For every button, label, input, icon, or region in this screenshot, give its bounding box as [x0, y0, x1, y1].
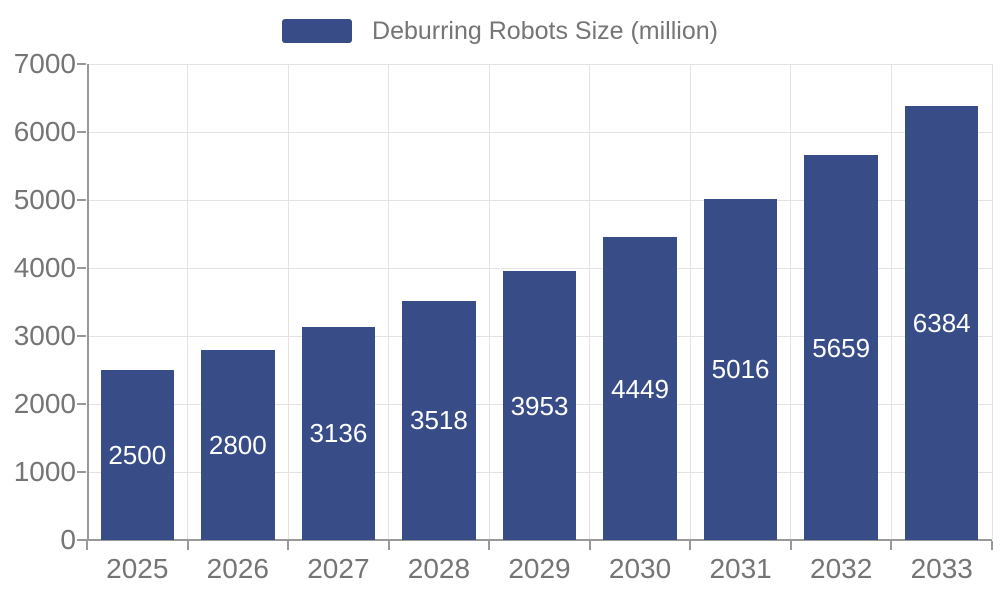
- y-axis-labels: 0 1000 2000 3000 4000 5000 6000 7000: [0, 50, 76, 554]
- x-tick-mark: [689, 541, 692, 550]
- x-tick-label: 2027: [307, 553, 370, 584]
- legend[interactable]: Deburring Robots Size (million): [0, 17, 1000, 45]
- legend-swatch: [282, 19, 353, 43]
- bar[interactable]: [603, 237, 677, 540]
- v-gridline: [388, 64, 390, 540]
- h-gridline: [87, 199, 992, 201]
- x-tick-mark: [86, 541, 88, 550]
- bar-value-label: 3518: [410, 405, 468, 436]
- bar-value-label: 3953: [510, 390, 569, 421]
- bar[interactable]: [201, 349, 275, 540]
- x-tick-mark: [387, 541, 390, 550]
- x-tick-mark: [186, 541, 189, 550]
- v-gridline: [689, 64, 691, 540]
- x-tick-mark: [890, 541, 893, 550]
- bar-value-label: 3136: [309, 418, 368, 449]
- legend-label: Deburring Robots Size (million): [372, 17, 718, 45]
- y-tick-label: 1000: [13, 456, 76, 487]
- v-gridline: [187, 64, 189, 540]
- x-tick-label: 2028: [407, 553, 471, 584]
- v-gridline: [991, 64, 993, 540]
- bar-value-label: 2800: [208, 429, 267, 460]
- v-gridline: [589, 64, 591, 540]
- x-tick-mark: [588, 541, 591, 550]
- bar-value-label: 5016: [711, 354, 770, 385]
- bar[interactable]: [402, 300, 476, 540]
- y-tick-label: 4000: [13, 252, 76, 283]
- y-tick-mark: [77, 403, 86, 405]
- y-tick-label: 0: [60, 524, 76, 555]
- bar[interactable]: [301, 326, 376, 540]
- h-gridline: [87, 63, 992, 65]
- y-tick-label: 2000: [13, 388, 76, 419]
- x-tick-label: 2031: [709, 553, 772, 584]
- y-tick-label: 5000: [13, 184, 76, 215]
- v-gridline: [790, 64, 792, 540]
- x-tick-mark: [991, 541, 993, 550]
- y-tick-label: 6000: [13, 116, 76, 147]
- plot-area: 2500 2800 3136 3518 3953 4449 5016 5659 6384: [77, 63, 993, 550]
- x-tick-mark: [287, 541, 290, 550]
- x-axis-labels: 2025 2026 2027 2028 2029 2030 2031 2032 2033: [87, 554, 992, 588]
- y-axis-line: [87, 64, 89, 540]
- y-tick-mark: [77, 63, 86, 65]
- x-tick-mark: [488, 541, 491, 550]
- v-gridline: [488, 64, 490, 540]
- y-tick-mark: [77, 131, 86, 133]
- bar-value-label: 2500: [108, 440, 167, 470]
- x-tick-label: 2030: [608, 553, 672, 584]
- v-gridline: [287, 64, 289, 540]
- h-gridline: [87, 131, 992, 133]
- bar[interactable]: [100, 370, 174, 540]
- x-tick-mark: [789, 541, 792, 550]
- y-tick-mark: [77, 335, 86, 337]
- x-axis-line: [77, 539, 992, 541]
- bar[interactable]: [804, 155, 878, 540]
- x-tick-label: 2029: [508, 553, 571, 584]
- bar-value-label: 4449: [611, 373, 669, 404]
- bar-value-label: 5659: [812, 332, 871, 363]
- bar[interactable]: [703, 198, 778, 540]
- x-tick-label: 2032: [810, 553, 873, 584]
- bar[interactable]: [502, 271, 577, 540]
- v-gridline: [890, 64, 892, 540]
- bar-value-label: 6384: [912, 307, 971, 338]
- h-gridline: [87, 267, 992, 269]
- x-tick-label: 2033: [910, 553, 973, 584]
- x-tick-label: 2026: [206, 553, 269, 584]
- y-tick-label: 3000: [13, 320, 76, 351]
- x-tick-label: 2025: [106, 553, 169, 584]
- y-tick-mark: [77, 199, 86, 201]
- y-tick-label: 7000: [13, 48, 76, 79]
- bar[interactable]: [905, 105, 979, 540]
- y-tick-mark: [77, 471, 86, 473]
- y-tick-mark: [77, 267, 86, 269]
